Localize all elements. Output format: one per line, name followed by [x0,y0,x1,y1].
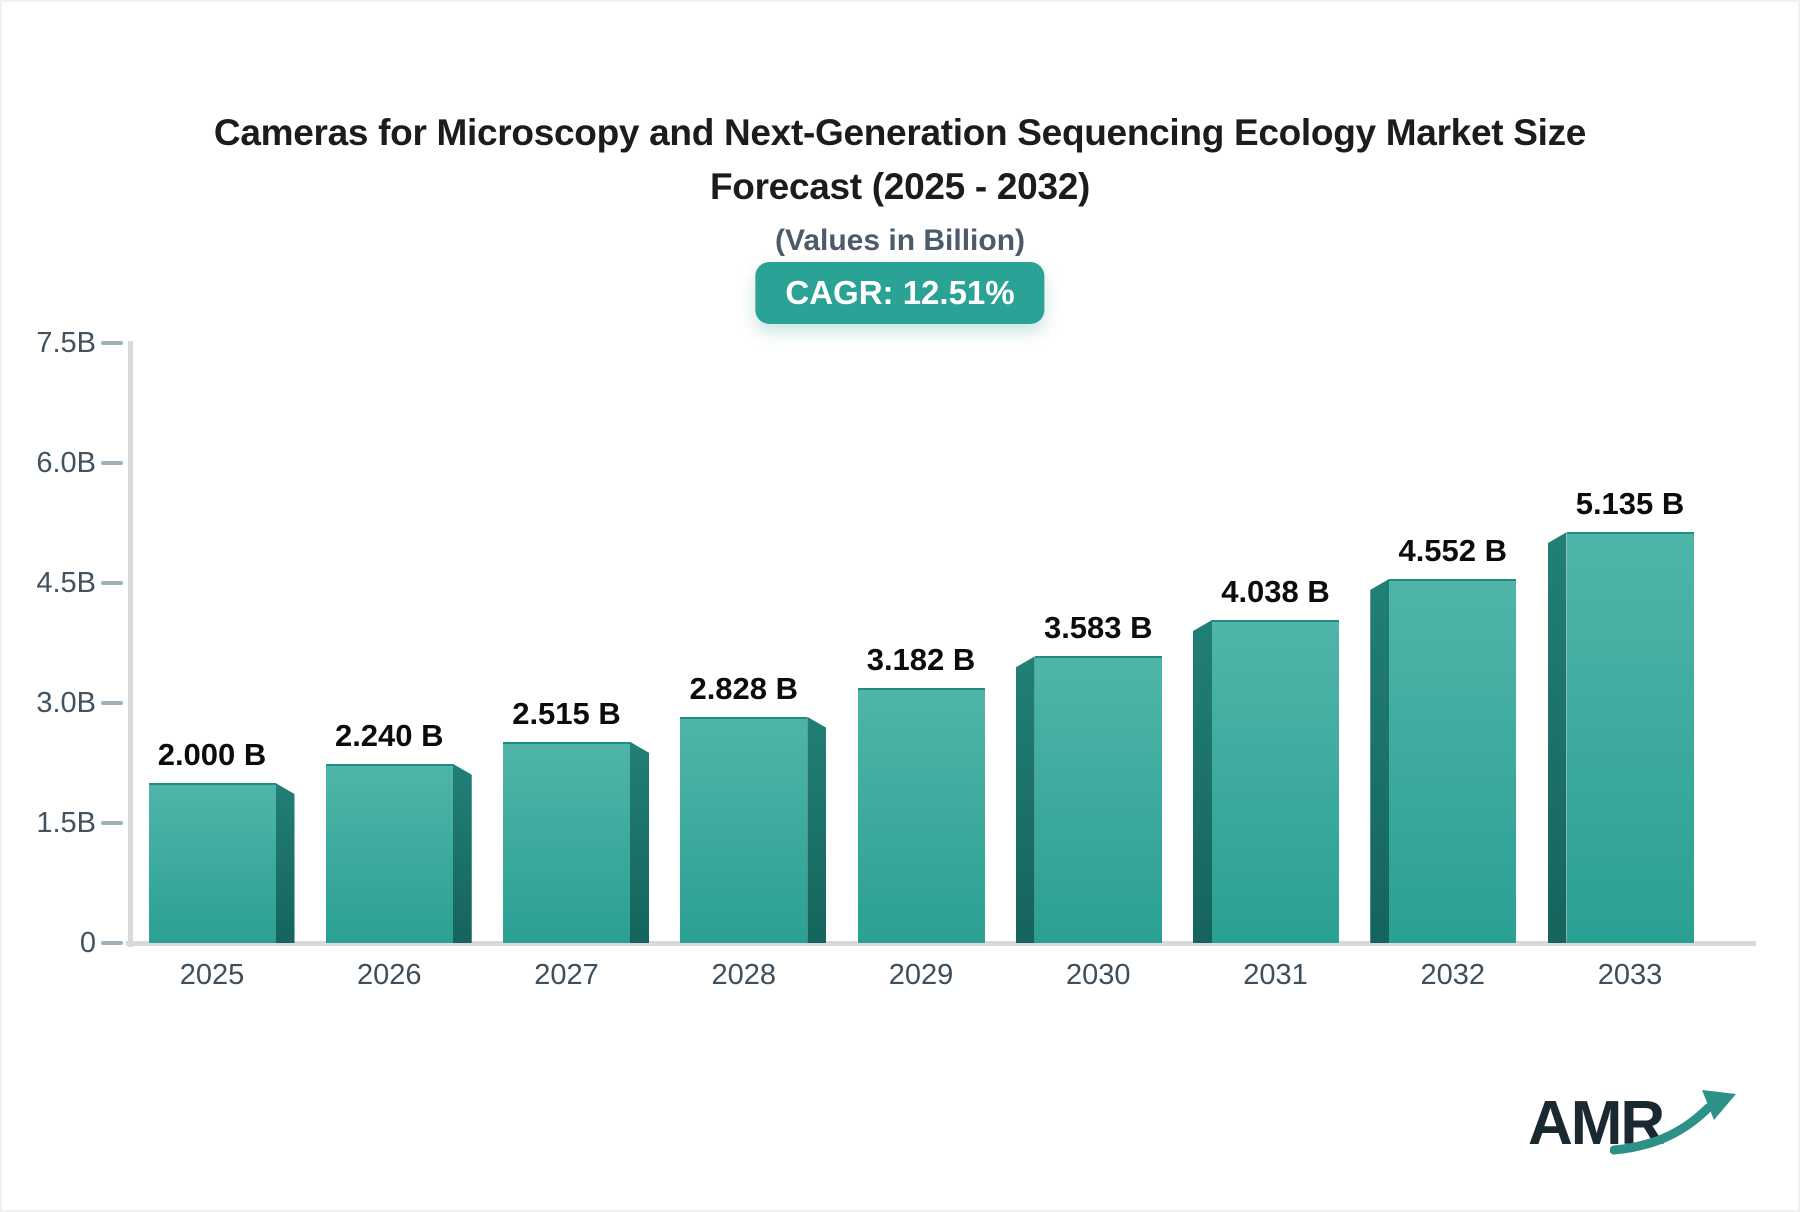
y-axis-label: 1.5B [36,807,96,839]
bar-value-label-2029: 3.182 B [866,642,976,678]
bar-side-face-2033 [1547,532,1567,943]
chart-title-line1: Cameras for Microscopy and Next-Generati… [213,112,1587,153]
bar-2026[interactable] [325,763,472,943]
y-axis-tick [101,341,123,345]
bar-face-2029[interactable] [857,688,985,943]
bar-value-label-2033: 5.135 B [1575,486,1685,522]
y-axis-line [128,341,133,947]
x-axis-label-2026: 2026 [356,959,422,991]
x-axis-label-2025: 2025 [179,959,245,991]
bar-side-face-2032 [1370,578,1390,943]
y-axis-label: 4.5B [36,567,96,599]
bar-face-2031[interactable] [1212,619,1339,943]
y-axis-tick [101,461,123,465]
bar-value-label-2032: 4.552 B [1398,532,1508,568]
x-axis-label-2030: 2030 [1065,959,1131,991]
bar-value-label-2026: 2.240 B [334,717,444,753]
bar-2029[interactable] [857,688,985,943]
bar-2032[interactable] [1370,578,1517,943]
y-axis-tick [101,941,123,945]
x-axis-label-2029: 2029 [888,959,954,991]
x-axis-label-2032: 2032 [1420,959,1485,991]
x-axis-label-2027: 2027 [534,959,599,991]
bar-face-2032[interactable] [1389,578,1517,943]
x-axis-line [126,941,1756,946]
bar-2028[interactable] [680,716,827,943]
y-axis-tick [101,581,123,585]
bar-value-label-2031: 4.038 B [1221,573,1330,609]
bar-side-face-2027 [630,741,649,943]
bar-face-2025[interactable] [148,783,276,943]
bar-face-2028[interactable] [680,716,808,943]
chart-subtitle: (Values in Billion) [774,224,1026,257]
y-axis-label: 3.0B [36,687,96,719]
y-axis-label: 7.5B [36,327,96,359]
bar-2027[interactable] [503,741,649,943]
bar-value-label-2027: 2.515 B [512,695,621,731]
bar-value-label-2030: 3.583 B [1043,610,1153,646]
bar-value-label-2025: 2.000 B [157,737,267,772]
growth-arrow-icon [1610,1090,1736,1155]
y-axis-tick [101,821,123,825]
x-axis-label-2033: 2033 [1597,959,1663,991]
cagr-badge: CAGR: 12.51% [755,262,1045,324]
bar-side-face-2030 [1015,656,1035,943]
bar-2030[interactable] [1015,656,1162,943]
bar-2033[interactable] [1547,532,1694,943]
bar-face-2030[interactable] [1034,656,1162,943]
x-axis-label-2031: 2031 [1243,959,1308,991]
bar-face-2027[interactable] [503,741,630,943]
bar-value-label-2028: 2.828 B [689,670,799,706]
bar-side-face-2025 [275,783,295,943]
x-axis-label-2028: 2028 [711,959,776,991]
amr-logo: AMR [1528,1088,1736,1178]
bar-side-face-2028 [807,716,827,943]
bar-side-face-2026 [452,763,472,943]
bar-face-2026[interactable] [325,763,453,943]
y-axis-label: 6.0B [36,447,96,479]
bar-2031[interactable] [1193,619,1339,943]
bar-side-face-2031 [1193,619,1212,943]
y-axis-tick [101,701,123,705]
bar-2025[interactable] [148,783,295,943]
y-axis-label: 0 [79,927,96,959]
bar-face-2033[interactable] [1566,532,1694,943]
chart-title-line2: Forecast (2025 - 2032) [709,166,1091,207]
